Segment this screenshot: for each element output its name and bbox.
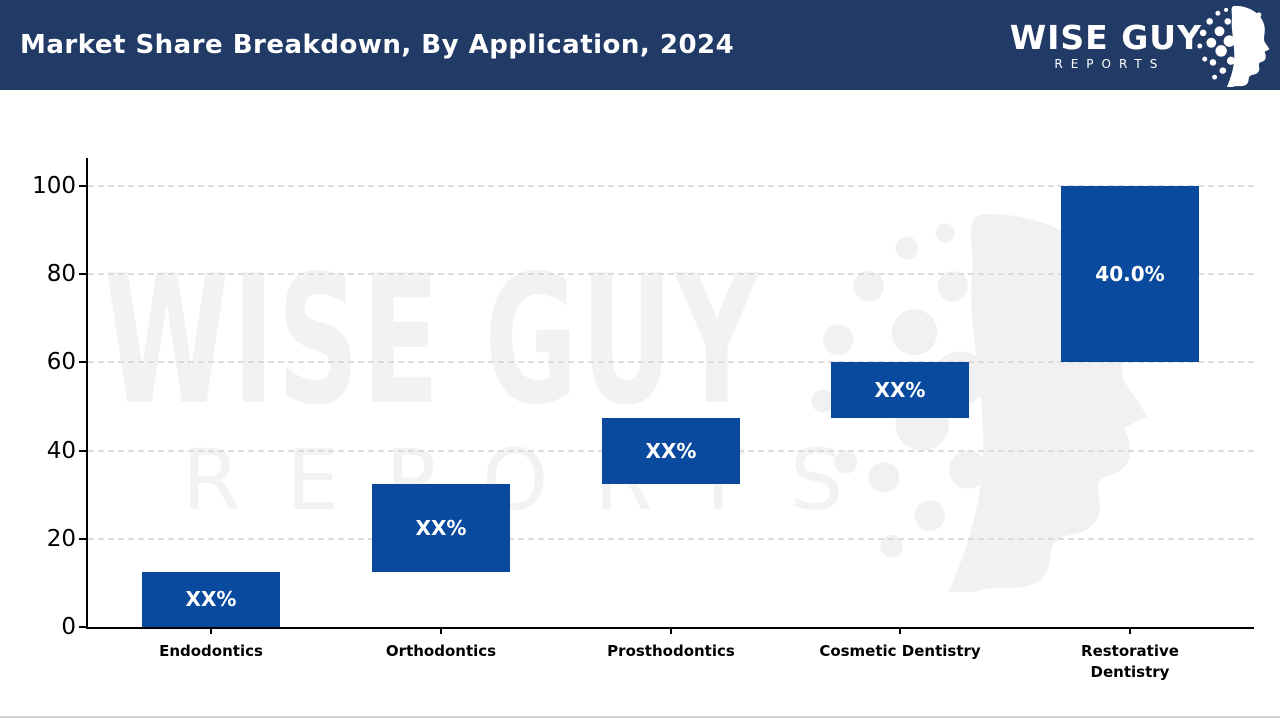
footer-divider bbox=[0, 716, 1280, 718]
x-tick-mark bbox=[440, 627, 442, 634]
category-label: Cosmetic Dentistry bbox=[819, 642, 981, 660]
bar-value-label: XX% bbox=[874, 377, 926, 402]
bar-restorative-dentistry: 40.0% bbox=[1061, 186, 1199, 363]
y-tick-mark bbox=[79, 273, 87, 276]
waterfall-chart: 0 20 40 60 80 100 XX% Endodontics XX% Orthodontic… bbox=[0, 90, 1280, 716]
bar-value-label: XX% bbox=[415, 515, 467, 540]
y-axis-line bbox=[86, 158, 88, 629]
gridline-80 bbox=[88, 273, 1254, 276]
y-tick-label: 20 bbox=[46, 525, 76, 552]
bar-value-label: XX% bbox=[185, 587, 237, 612]
category-label: Endodontics bbox=[159, 642, 263, 660]
x-axis-line bbox=[86, 627, 1254, 629]
bar-orthodontics: XX% bbox=[372, 483, 510, 572]
x-tick-mark bbox=[210, 627, 212, 634]
y-tick-label: 60 bbox=[46, 349, 76, 376]
y-tick-mark bbox=[79, 537, 87, 540]
bar-endodontics: XX% bbox=[142, 571, 280, 627]
gridline-20 bbox=[88, 537, 1254, 540]
bar-value-label: 40.0% bbox=[1095, 262, 1165, 287]
y-tick-mark bbox=[79, 361, 87, 364]
category-label: Orthodontics bbox=[385, 642, 497, 660]
logo-subtitle: REPORTS bbox=[1054, 57, 1166, 71]
x-tick-mark bbox=[1129, 627, 1131, 634]
y-tick-mark bbox=[79, 449, 87, 452]
y-tick-label: 0 bbox=[61, 614, 76, 640]
category-label: Restorative Dentistry bbox=[1081, 642, 1179, 681]
logo-head-icon bbox=[1188, 5, 1274, 87]
y-tick-label: 40 bbox=[46, 437, 76, 464]
y-tick-label: 80 bbox=[46, 261, 76, 288]
page-title: Market Share Breakdown, By Application, … bbox=[20, 30, 735, 60]
bar-prosthodontics: XX% bbox=[602, 417, 740, 484]
category-label: Prosthodontics bbox=[607, 642, 735, 660]
logo-wordmark: WISE GUY bbox=[1009, 18, 1202, 57]
gridline-100 bbox=[88, 185, 1254, 187]
header: Market Share Breakdown, By Application, … bbox=[0, 0, 1280, 90]
y-tick-mark bbox=[79, 185, 87, 187]
gridline-60 bbox=[88, 361, 1254, 364]
y-tick-mark bbox=[79, 626, 87, 628]
x-tick-mark bbox=[670, 627, 672, 634]
logo-text: WISE GUY REPORTS bbox=[1010, 21, 1202, 71]
bar-cosmetic-dentistry: XX% bbox=[831, 362, 969, 418]
bar-value-label: XX% bbox=[645, 438, 697, 463]
x-tick-mark bbox=[899, 627, 901, 634]
wise-guy-logo: WISE GUY REPORTS bbox=[1010, 4, 1274, 88]
y-tick-label: 100 bbox=[32, 173, 76, 199]
